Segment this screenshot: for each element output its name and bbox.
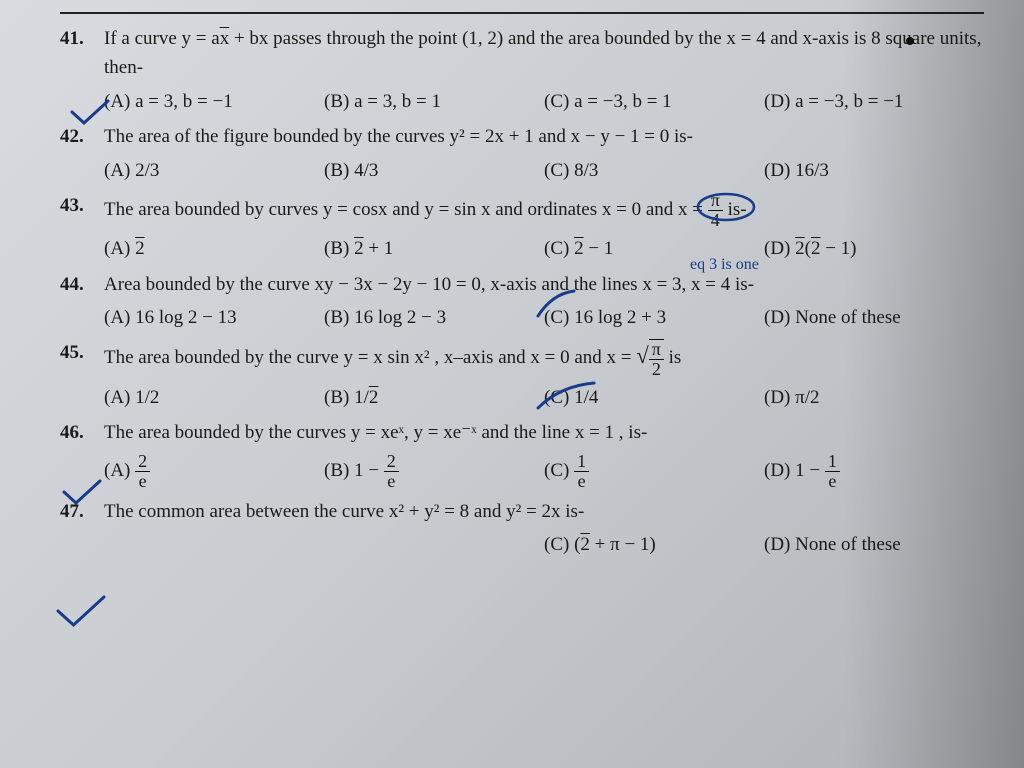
- option-A: (A) 1/2: [104, 383, 324, 412]
- options-row: (A) 2(B) 2 + 1(C) 2 − 1(D) 2(2 − 1): [104, 234, 984, 263]
- option-B: (B) 16 log 2 − 3: [324, 303, 544, 332]
- option-A: (A) a = 3, b = −1: [104, 87, 324, 116]
- option-D: (D) None of these: [764, 303, 984, 332]
- question-44: 44.Area bounded by the curve xy − 3x − 2…: [60, 270, 984, 299]
- option-B: [324, 530, 544, 559]
- option-A: (A) 2/3: [104, 156, 324, 185]
- question-text: The area bounded by curves y = cosx and …: [104, 191, 984, 230]
- option-A: [104, 530, 324, 559]
- option-C: (C) 2 − 1: [544, 234, 764, 263]
- question-number: 45.: [60, 338, 104, 379]
- options-row: (A) 2/3(B) 4/3(C) 8/3(D) 16/3: [104, 156, 984, 185]
- options-row: (A) 2e(B) 1 − 2e(C) 1e(D) 1 − 1e: [104, 452, 984, 491]
- options-row: (A) 16 log 2 − 13(B) 16 log 2 − 3(C) 16 …: [104, 303, 984, 332]
- question-number: 46.: [60, 418, 104, 447]
- option-B: (B) 4/3: [324, 156, 544, 185]
- options-row: (C) (2 + π − 1)(D) None of these: [104, 530, 984, 559]
- option-B: (B) 1 − 2e: [324, 452, 544, 491]
- option-A: (A) 2: [104, 234, 324, 263]
- question-46: 46.The area bounded by the curves y = xe…: [60, 418, 984, 447]
- option-D: (D) a = −3, b = −1: [764, 87, 984, 116]
- options-row: (A) a = 3, b = −1(B) a = 3, b = 1(C) a =…: [104, 87, 984, 116]
- question-text: The area of the figure bounded by the cu…: [104, 122, 984, 151]
- option-D: (D) None of these: [764, 530, 984, 559]
- option-B: (B) 2 + 1: [324, 234, 544, 263]
- option-D: (D) 16/3: [764, 156, 984, 185]
- option-C: (C) 1/4: [544, 383, 764, 412]
- option-C: (C) (2 + π − 1): [544, 530, 764, 559]
- question-43: 43.The area bounded by curves y = cosx a…: [60, 191, 984, 230]
- question-number: 42.: [60, 122, 104, 151]
- question-number: 47.: [60, 497, 104, 526]
- option-D: (D) π/2: [764, 383, 984, 412]
- question-45: 45.The area bounded by the curve y = x s…: [60, 338, 984, 379]
- pen-mark-tick: [56, 594, 106, 628]
- options-row: (A) 1/2(B) 1/2(C) 1/4(D) π/2: [104, 383, 984, 412]
- option-C: (C) 8/3: [544, 156, 764, 185]
- question-text: The area bounded by the curves y = xeˣ, …: [104, 418, 984, 447]
- page: 41.If a curve y = ax + bx passes through…: [0, 0, 1024, 560]
- option-D: (D) 2(2 − 1): [764, 234, 984, 263]
- question-text: If a curve y = ax + bx passes through th…: [104, 24, 984, 83]
- question-41: 41.If a curve y = ax + bx passes through…: [60, 24, 984, 83]
- option-A: (A) 16 log 2 − 13: [104, 303, 324, 332]
- option-D: (D) 1 − 1e: [764, 452, 984, 491]
- question-text: The area bounded by the curve y = x sin …: [104, 338, 984, 379]
- question-text: Area bounded by the curve xy − 3x − 2y −…: [104, 270, 984, 299]
- option-B: (B) 1/2: [324, 383, 544, 412]
- question-47: 47.The common area between the curve x² …: [60, 497, 984, 526]
- option-C: (C) 16 log 2 + 3: [544, 303, 764, 332]
- question-text: The common area between the curve x² + y…: [104, 497, 984, 526]
- question-number: 44.: [60, 270, 104, 299]
- question-number: 43.: [60, 191, 104, 230]
- top-rule: [60, 12, 984, 14]
- question-42: 42.The area of the figure bounded by the…: [60, 122, 984, 151]
- option-C: (C) a = −3, b = 1: [544, 87, 764, 116]
- option-C: (C) 1e: [544, 452, 764, 491]
- option-A: (A) 2e: [104, 452, 324, 491]
- question-number: 41.: [60, 24, 104, 83]
- option-B: (B) a = 3, b = 1: [324, 87, 544, 116]
